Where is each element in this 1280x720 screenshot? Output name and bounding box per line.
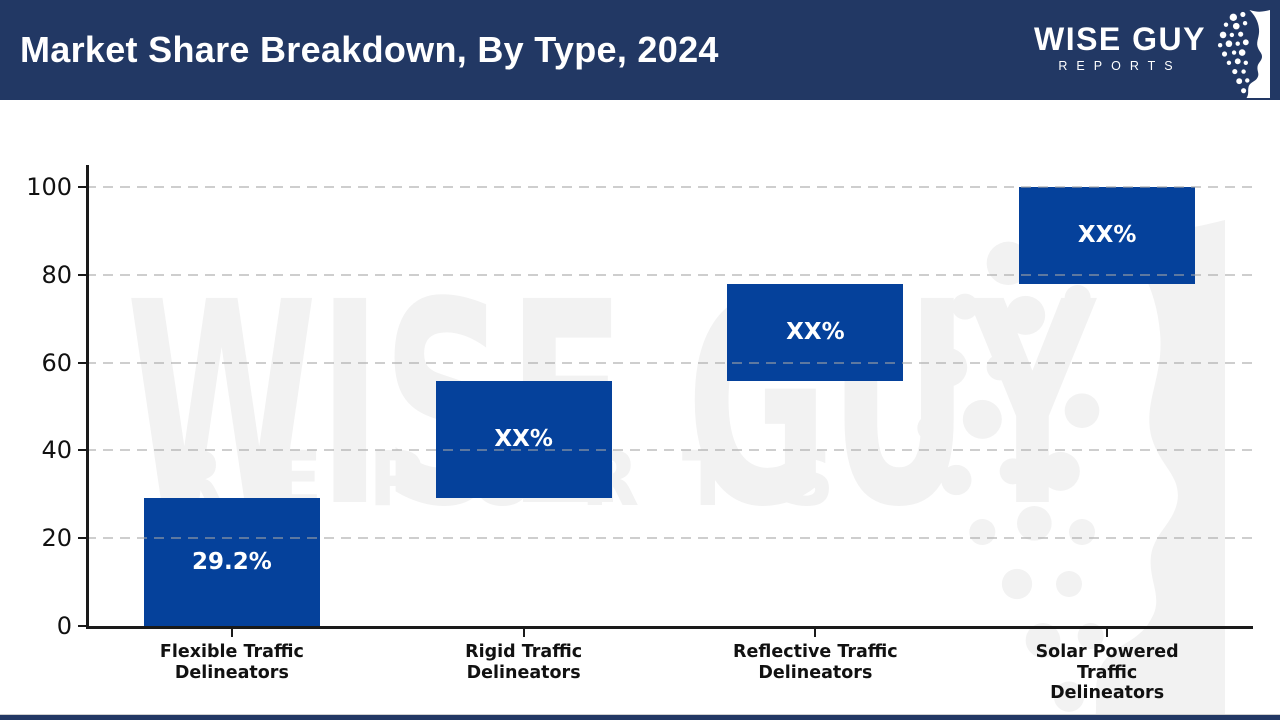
category-label-line: Delineators bbox=[1050, 683, 1165, 703]
gridline bbox=[86, 537, 1253, 540]
x-tick-mark bbox=[1106, 628, 1109, 637]
logo-wordmark: WISE GUY bbox=[1033, 21, 1206, 57]
watermark-face-dots bbox=[917, 230, 1126, 712]
category-label: Reflective Traffic Delineators bbox=[695, 642, 935, 683]
y-tick-mark bbox=[78, 273, 87, 276]
y-tick-mark bbox=[78, 449, 87, 452]
category-label-line: Delineators bbox=[174, 662, 289, 683]
y-tick-mark bbox=[78, 361, 87, 364]
category-label-line: Delineators bbox=[466, 662, 581, 683]
bar-value-label: 29.2% bbox=[191, 548, 272, 575]
header-banner: Market Share Breakdown, By Type, 2024 WI… bbox=[0, 0, 1280, 100]
bar-value-label: XX% bbox=[494, 426, 553, 453]
bar-segment: XX% bbox=[435, 381, 612, 498]
x-tick-mark bbox=[814, 628, 817, 637]
bar-segment: XX% bbox=[727, 283, 904, 382]
y-tick-label: 0 bbox=[56, 612, 72, 640]
x-tick-mark bbox=[522, 628, 525, 637]
x-axis-line bbox=[86, 626, 1253, 629]
bar-segment: XX% bbox=[1019, 187, 1196, 284]
category-label-line: Reflective Traffic bbox=[733, 642, 898, 662]
y-tick-label: 80 bbox=[41, 260, 72, 289]
category-label: Solar Powered Traffic Delineators bbox=[987, 642, 1227, 704]
page-title: Market Share Breakdown, By Type, 2024 bbox=[20, 29, 719, 70]
gridline bbox=[86, 186, 1253, 188]
wiseguy-logo: WISE GUY REPORTS bbox=[1020, 6, 1272, 98]
category-label-line: Rigid Traffic bbox=[465, 642, 583, 662]
y-tick-label: 100 bbox=[26, 173, 72, 201]
category-label-line: Delineators bbox=[758, 662, 873, 683]
chart-plot: WISE GUY REPORTS 02040608010029.2%Flexib… bbox=[0, 100, 1280, 720]
gridline bbox=[86, 361, 1253, 364]
x-tick-mark bbox=[230, 628, 233, 637]
wiseguy-face-icon bbox=[1217, 10, 1270, 98]
y-tick-mark bbox=[78, 186, 87, 188]
face-dots bbox=[1217, 11, 1254, 94]
y-tick-label: 60 bbox=[41, 348, 72, 377]
footer-divider bbox=[0, 714, 1280, 715]
category-label: Flexible Traffic Delineators bbox=[112, 642, 352, 683]
y-axis-line bbox=[86, 165, 89, 628]
gridline bbox=[86, 449, 1253, 452]
category-label-line: Traffic bbox=[1076, 662, 1138, 683]
y-tick-label: 40 bbox=[41, 436, 72, 465]
category-label-line: Flexible Traffic bbox=[159, 642, 304, 662]
gridline bbox=[86, 273, 1253, 276]
face-profile bbox=[1246, 10, 1270, 98]
y-tick-label: 20 bbox=[41, 524, 72, 553]
logo-subtitle: REPORTS bbox=[1058, 59, 1182, 73]
logo-text: WISE GUY REPORTS bbox=[1034, 22, 1206, 73]
y-tick-mark bbox=[78, 537, 87, 540]
bar-value-label: XX% bbox=[1077, 222, 1137, 249]
y-tick-mark bbox=[78, 625, 87, 627]
category-label: Rigid Traffic Delineators bbox=[404, 642, 644, 683]
category-label-line: Solar Powered bbox=[1035, 642, 1179, 662]
bar-value-label: XX% bbox=[786, 319, 845, 346]
bar-segment: 29.2% bbox=[143, 497, 320, 626]
footer-bar bbox=[0, 715, 1280, 720]
